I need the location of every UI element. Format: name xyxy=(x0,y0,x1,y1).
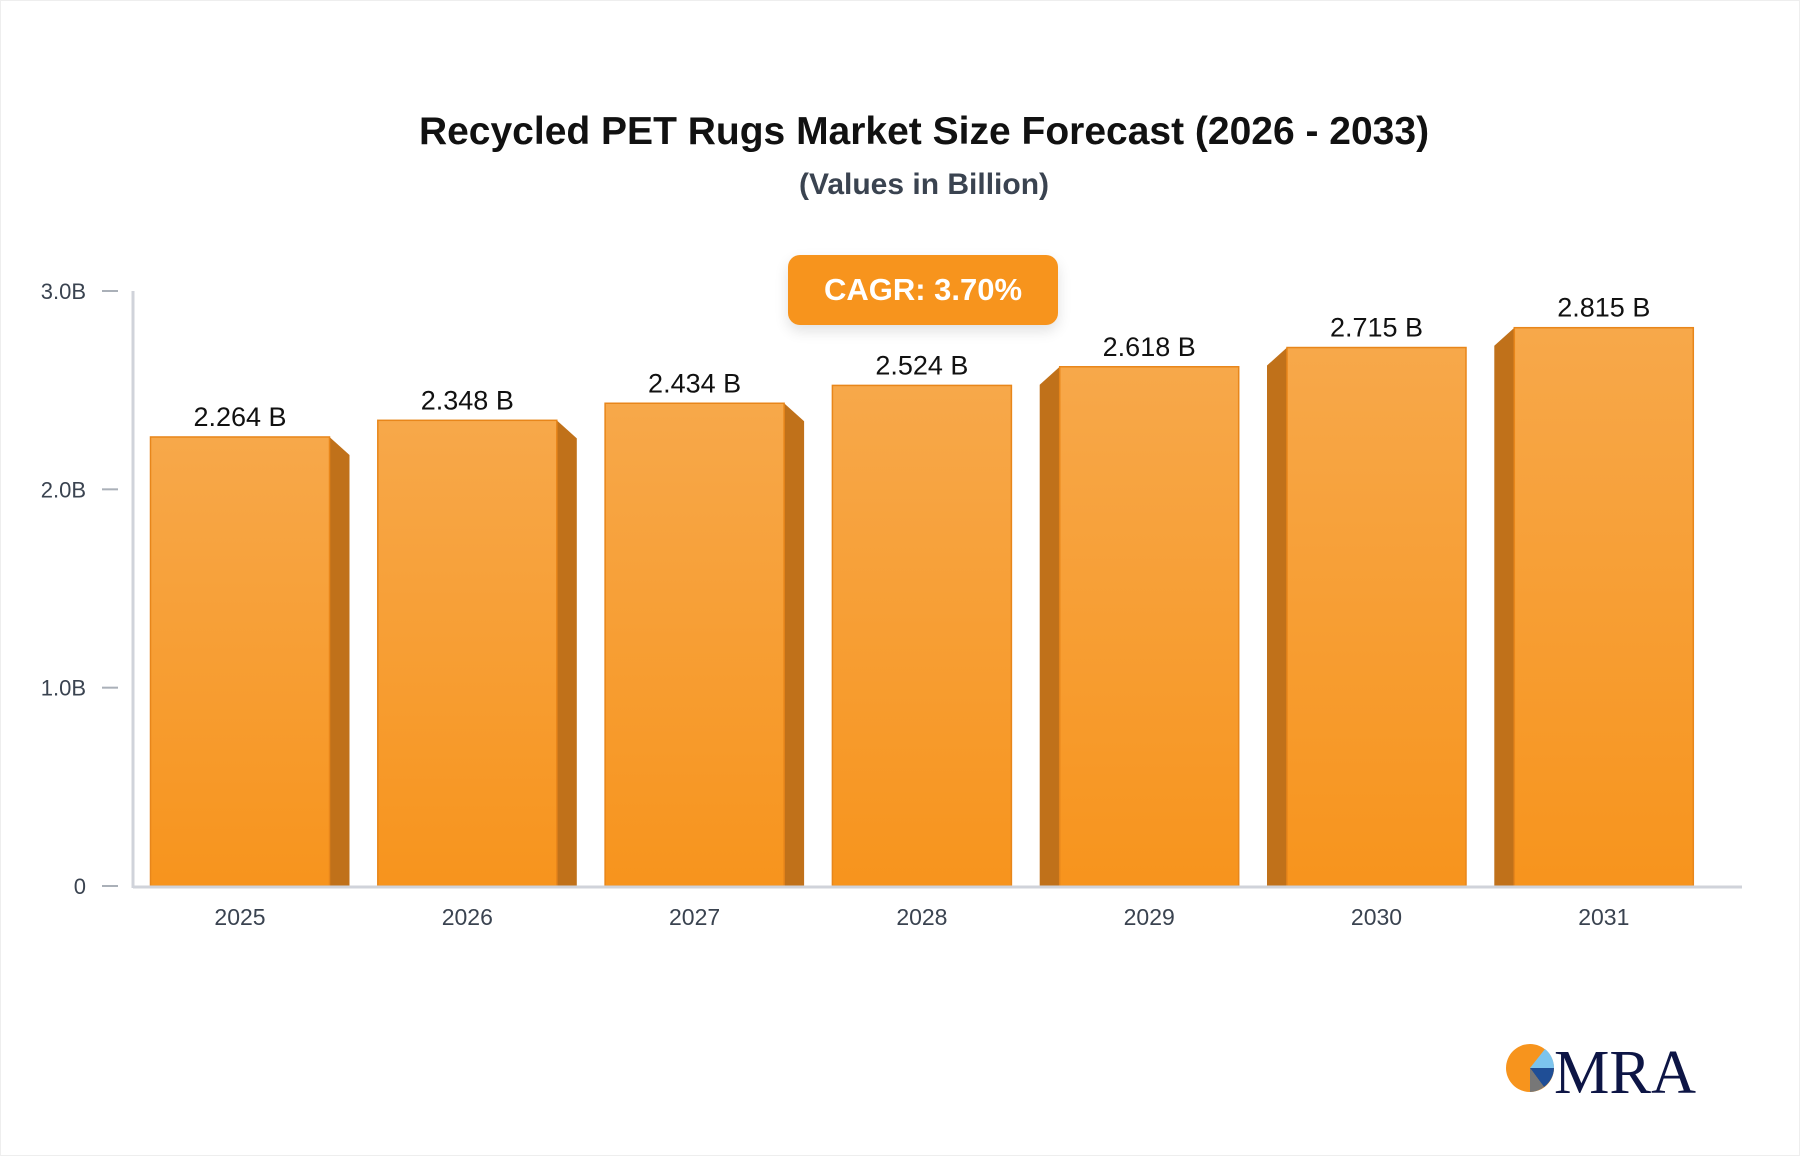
data-label: 2.715 B xyxy=(1330,313,1423,343)
x-tick-label: 2026 xyxy=(442,904,493,930)
bar xyxy=(377,419,558,887)
y-tick-label: 1.0B xyxy=(41,676,86,701)
x-tick-label: 2030 xyxy=(1351,904,1402,930)
svg-text:MRA: MRA xyxy=(1554,1039,1696,1101)
y-tick-label: 0 xyxy=(74,874,86,899)
cagr-badge: CAGR: 3.70% xyxy=(788,255,1058,325)
y-tick-label: 2.0B xyxy=(41,477,86,502)
bar xyxy=(1058,366,1240,887)
data-label: 2.348 B xyxy=(421,385,514,415)
bar-side xyxy=(329,436,350,886)
bar-side xyxy=(1494,327,1515,887)
bar-side xyxy=(556,420,577,886)
x-tick-label: 2028 xyxy=(896,904,947,930)
data-label: 2.618 B xyxy=(1103,332,1196,362)
bar xyxy=(831,384,1013,887)
bar xyxy=(1513,326,1695,887)
bar xyxy=(1286,346,1467,887)
bar xyxy=(149,436,331,887)
x-tick-label: 2025 xyxy=(214,904,265,930)
bar-side xyxy=(1267,347,1287,886)
chart-title: Recycled PET Rugs Market Size Forecast (… xyxy=(418,110,1430,153)
chart-subtitle: (Values in Billion) xyxy=(798,168,1050,201)
data-label: 2.264 B xyxy=(193,402,286,432)
mra-logo: MRA xyxy=(1504,1035,1704,1101)
bar-side xyxy=(784,403,805,886)
data-label: 2.434 B xyxy=(648,368,741,398)
data-label: 2.815 B xyxy=(1557,293,1650,323)
bar-side xyxy=(1039,366,1060,887)
x-tick-label: 2027 xyxy=(669,904,720,930)
x-tick-label: 2031 xyxy=(1578,904,1629,930)
data-label: 2.524 B xyxy=(875,350,968,380)
x-tick-label: 2029 xyxy=(1124,904,1175,930)
y-tick-label: 3.0B xyxy=(41,279,86,304)
bar xyxy=(604,402,785,887)
